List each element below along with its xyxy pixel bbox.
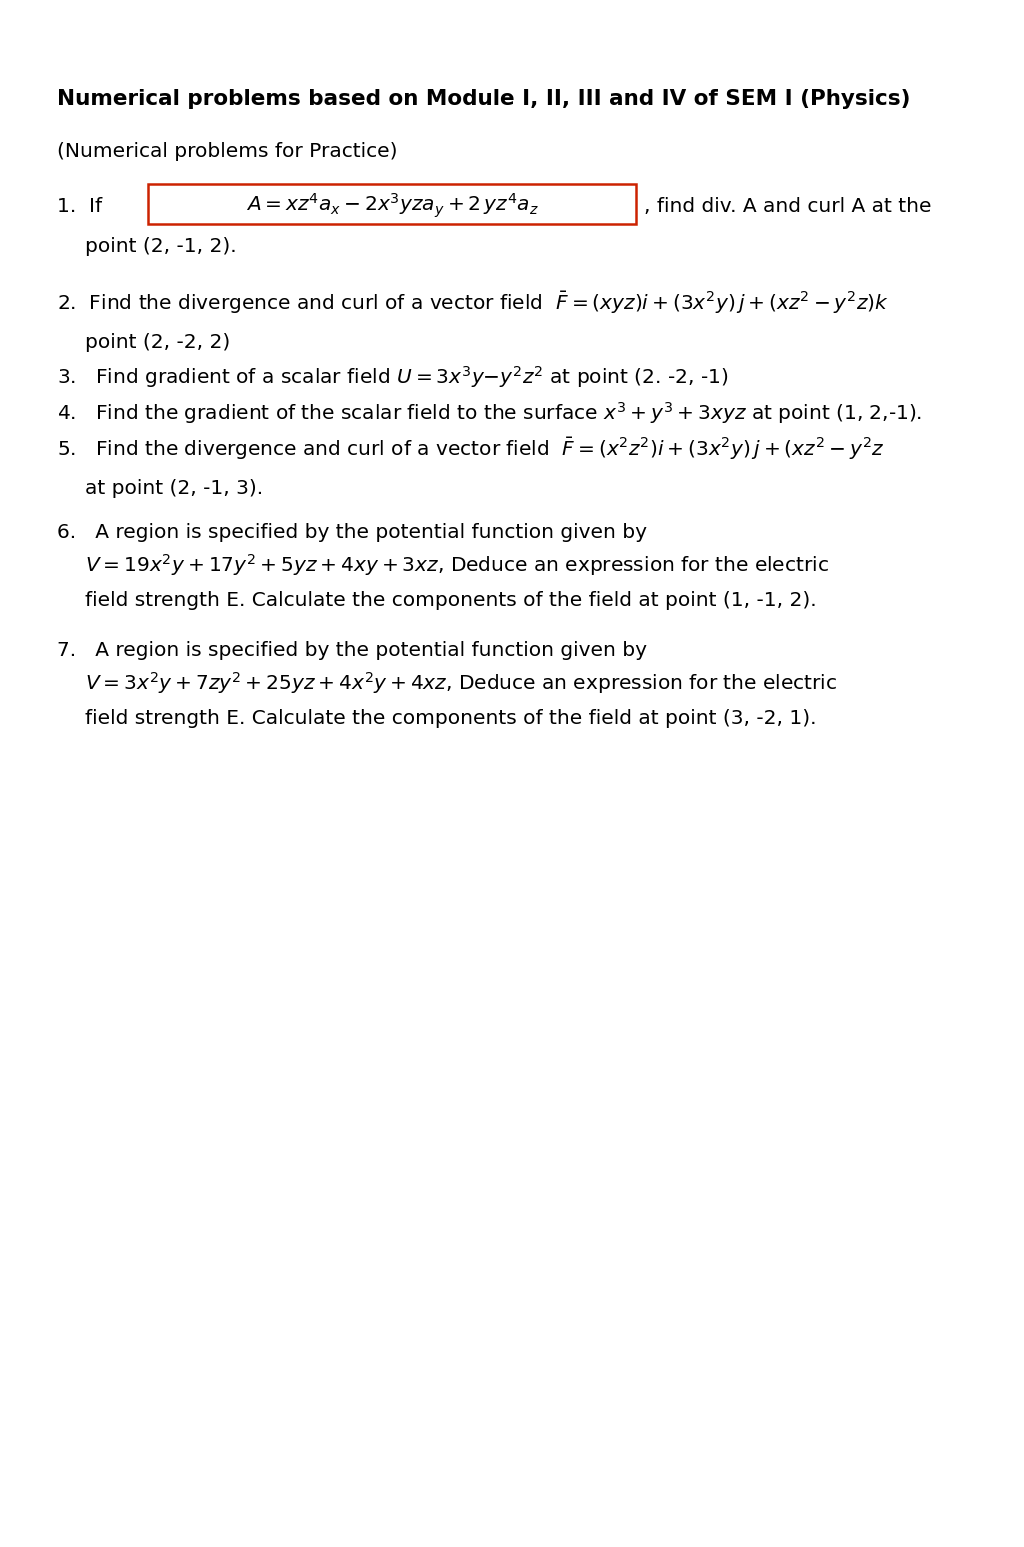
Text: 6.   A region is specified by the potential function given by: 6. A region is specified by the potentia… [57,523,647,541]
Text: , find div. A and curl A at the: , find div. A and curl A at the [644,196,932,217]
Text: (Numerical problems for Practice): (Numerical problems for Practice) [57,142,397,161]
Text: field strength E. Calculate the components of the field at point (3, -2, 1).: field strength E. Calculate the componen… [85,709,816,729]
Text: $A = xz^4a_x - 2x^3 yza_y + 2\,yz^4a_z$: $A = xz^4a_x - 2x^3 yza_y + 2\,yz^4a_z$ [246,192,539,221]
Text: point (2, -1, 2).: point (2, -1, 2). [85,237,237,255]
Bar [148,184,636,224]
Text: 4.   Find the gradient of the scalar field to the surface $x^3+y^3+3xyz$ at poin: 4. Find the gradient of the scalar field… [57,401,923,427]
Text: 2.  Find the divergence and curl of a vector field  $\bar{F} = (xyz)i + (3x^2y)\: 2. Find the divergence and curl of a vec… [57,289,889,316]
Text: $V = 19x^2y + 17y^2 + 5yz + 4xy + 3xz$, Deduce an expression for the electric: $V = 19x^2y + 17y^2 + 5yz + 4xy + 3xz$, … [85,552,829,579]
Text: at point (2, -1, 3).: at point (2, -1, 3). [85,480,263,498]
Text: 7.   A region is specified by the potential function given by: 7. A region is specified by the potentia… [57,640,647,661]
Text: field strength E. Calculate the components of the field at point (1, -1, 2).: field strength E. Calculate the componen… [85,591,816,610]
Text: $V = 3x^2y + 7zy^2 + 25yz + 4x^2y + 4xz$, Deduce an expression for the electric: $V = 3x^2y + 7zy^2 + 25yz + 4x^2y + 4xz$… [85,670,838,696]
Text: 3.   Find gradient of a scalar field $U = 3x^3y\mathrm{-}y^2z^2$ at point (2. -2: 3. Find gradient of a scalar field $U = … [57,364,728,390]
Text: point (2, -2, 2): point (2, -2, 2) [85,333,230,353]
Text: 1.  If: 1. If [57,196,102,217]
Text: Numerical problems based on Module I, II, III and IV of SEM I (Physics): Numerical problems based on Module I, II… [57,90,910,108]
Text: 5.   Find the divergence and curl of a vector field  $\bar{F} = (x^2z^2)i + (3x^: 5. Find the divergence and curl of a vec… [57,436,885,463]
